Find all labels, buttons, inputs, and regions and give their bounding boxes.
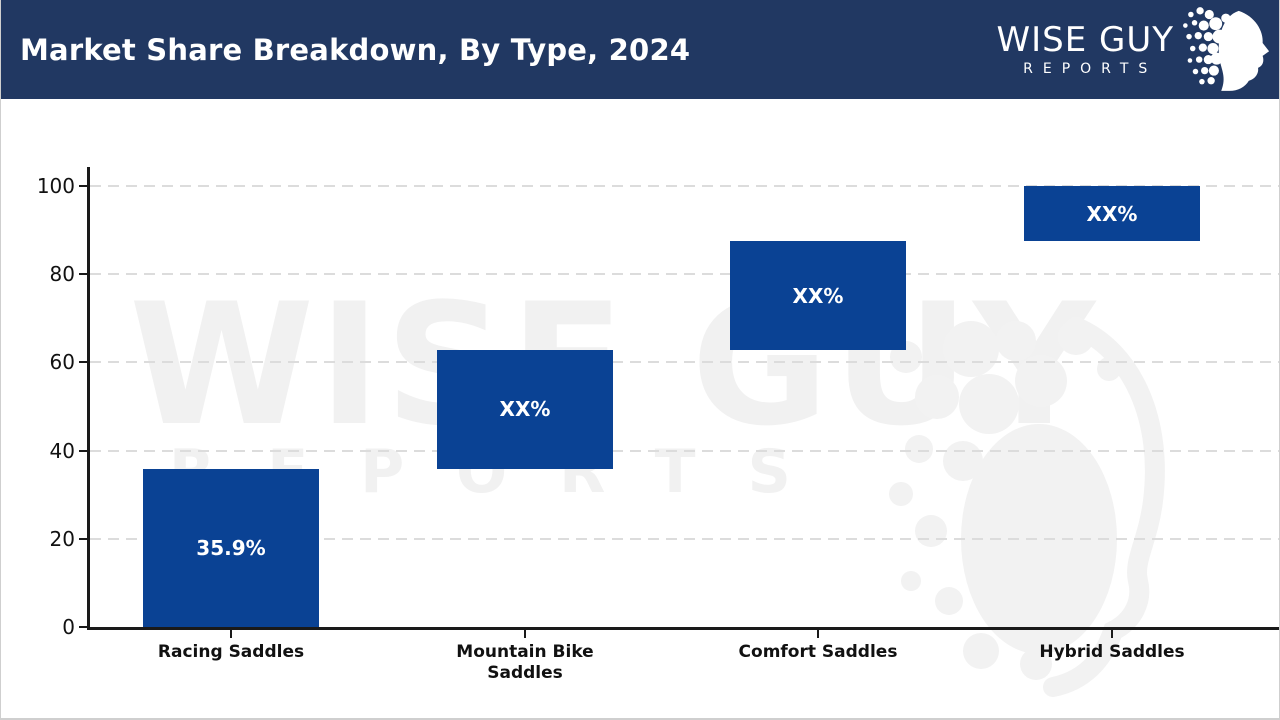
y-tick-mark xyxy=(79,185,87,187)
bar-value-label: XX% xyxy=(792,283,844,308)
category-label: Racing Saddles xyxy=(157,642,305,662)
page-title: Market Share Breakdown, By Type, 2024 xyxy=(20,32,691,67)
x-tick-mark xyxy=(524,630,526,638)
y-tick-mark xyxy=(79,361,87,364)
brand-logo-text: WISE GUY REPORTS xyxy=(996,21,1174,77)
bar-value-label: 35.9% xyxy=(196,535,266,560)
gridline-60 xyxy=(90,361,1279,364)
y-tick-mark xyxy=(79,449,87,452)
y-tick-mark xyxy=(79,626,87,628)
gridline-20 xyxy=(90,537,1279,540)
bar-mountain-bike-saddles: XX% xyxy=(437,350,613,469)
y-tick-mark xyxy=(79,273,87,276)
y-tick-label: 100 xyxy=(36,174,75,198)
brand-subtitle: REPORTS xyxy=(1023,61,1158,77)
y-tick-label: 0 xyxy=(62,615,75,639)
y-axis-line xyxy=(87,167,90,630)
bar-comfort-saddles: XX% xyxy=(730,241,906,351)
x-axis-line xyxy=(87,627,1279,630)
y-tick-label: 60 xyxy=(49,350,75,375)
watermark-face-icon xyxy=(889,317,1165,697)
gridline-100 xyxy=(90,185,1279,187)
gridline-40 xyxy=(90,449,1279,452)
dotted-face-logo-icon xyxy=(1183,7,1270,91)
brand-name: WISE GUY xyxy=(996,20,1174,60)
chart-plot-area: WISE GUY REPORTS 0 20 40 60 80 100 35.9% Racing… xyxy=(1,99,1279,718)
bar-hybrid-saddles: XX% xyxy=(1024,186,1200,242)
gridline-80 xyxy=(90,273,1279,276)
bar-value-label: XX% xyxy=(499,397,551,422)
category-label: Mountain Bike Saddles xyxy=(456,642,594,683)
y-tick-mark xyxy=(79,537,87,540)
x-tick-mark xyxy=(230,630,232,638)
category-label: Hybrid Saddles xyxy=(1039,642,1185,662)
x-tick-mark xyxy=(1111,630,1113,638)
bar-value-label: XX% xyxy=(1086,201,1138,226)
x-tick-mark xyxy=(817,630,819,638)
brand-logo: WISE GUY REPORTS xyxy=(996,4,1270,94)
header: Market Share Breakdown, By Type, 2024 WI… xyxy=(1,0,1279,99)
y-tick-label: 20 xyxy=(49,526,75,551)
y-tick-label: 40 xyxy=(49,438,75,463)
y-tick-label: 80 xyxy=(49,262,75,287)
category-label: Comfort Saddles xyxy=(738,642,898,662)
bar-racing-saddles: 35.9% xyxy=(143,468,319,627)
